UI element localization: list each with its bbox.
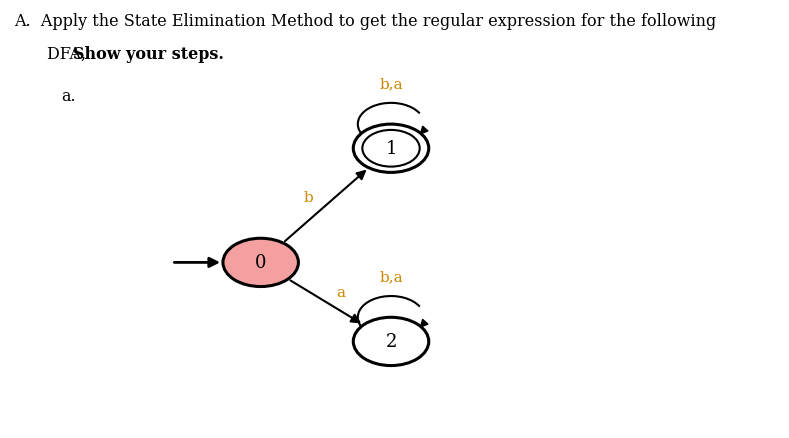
Circle shape bbox=[353, 318, 428, 366]
Text: 0: 0 bbox=[255, 254, 267, 272]
Text: 1: 1 bbox=[385, 140, 397, 158]
Text: a.: a. bbox=[62, 88, 77, 105]
Text: b,a: b,a bbox=[380, 78, 403, 92]
Text: 2: 2 bbox=[385, 332, 397, 351]
Circle shape bbox=[223, 239, 298, 287]
Text: a: a bbox=[336, 285, 346, 299]
Text: DFA,: DFA, bbox=[47, 46, 91, 63]
Circle shape bbox=[353, 125, 428, 173]
Text: A.  Apply the State Elimination Method to get the regular expression for the fol: A. Apply the State Elimination Method to… bbox=[13, 13, 716, 30]
Text: b: b bbox=[303, 191, 313, 205]
Text: b,a: b,a bbox=[380, 270, 403, 284]
Text: Show your steps.: Show your steps. bbox=[73, 46, 223, 63]
